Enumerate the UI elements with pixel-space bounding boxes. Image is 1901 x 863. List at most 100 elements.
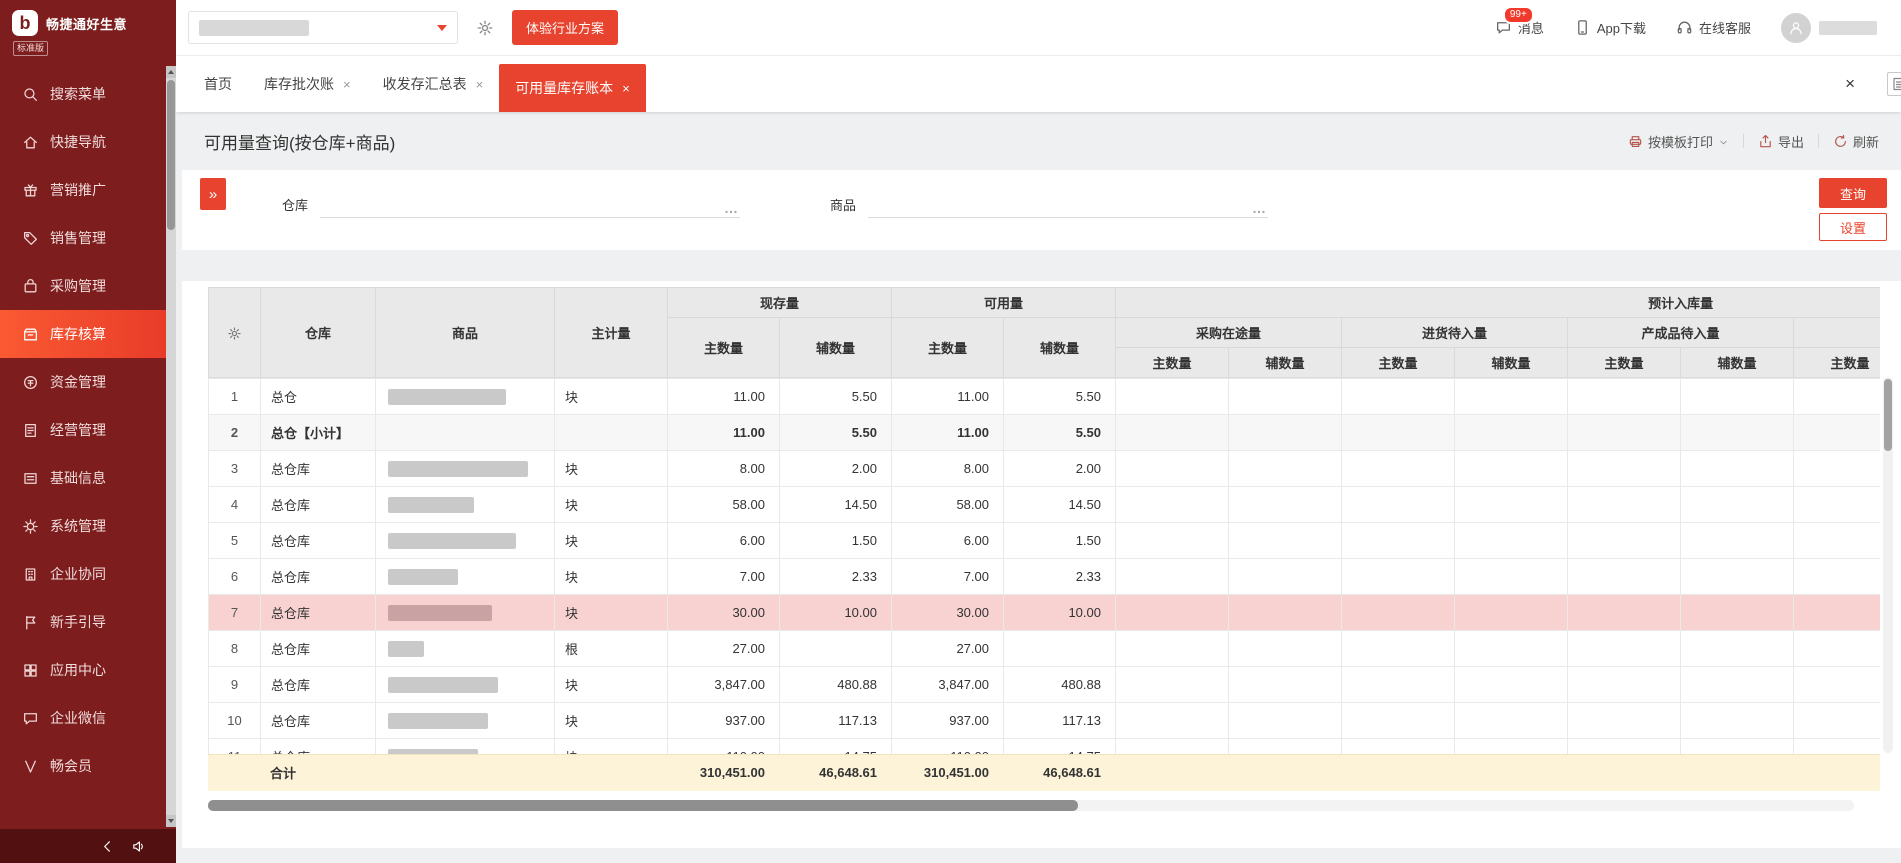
qty-cell: 8.00 [667,450,780,487]
tab-close-icon[interactable] [476,77,484,92]
qty-cell: 58.00 [667,486,780,523]
vertical-scrollbar[interactable] [1883,377,1893,753]
sidebar-scrollbar-thumb[interactable] [167,80,175,230]
table-row[interactable]: 3 总仓库块 8.00 2.00 8.00 2.00 [208,450,1880,487]
sidebar-item-org[interactable]: 企业协同 [0,550,176,598]
qty-cell: 14.50 [1003,486,1116,523]
tab[interactable]: 可用量库存账本 [499,64,646,112]
table-row[interactable]: 7 总仓库块 30.00 10.00 30.00 10.00 [208,594,1880,631]
table-row[interactable]: 1 总仓块 11.00 5.50 11.00 5.50 [208,378,1880,415]
qty-cell: 480.88 [779,666,892,703]
unit-cell: 块 [554,378,668,415]
settings-gear-icon[interactable] [476,19,494,37]
sidebar-item-chat[interactable]: 企业微信 [0,694,176,742]
unit-cell: 块 [554,594,668,631]
qty-cell: 27.00 [891,630,1004,667]
sidebar-item-apps[interactable]: 应用中心 [0,646,176,694]
scroll-up-icon[interactable] [166,66,176,78]
empty-cell [1341,414,1455,451]
unit-cell: 块 [554,558,668,595]
sidebar-item-list[interactable]: 基础信息 [0,454,176,502]
col-main-qty: 主数量 [1567,347,1682,378]
availability-table: 仓库 商品 主计量 现存量 可用量 预计入库量 主数量 辅数量 主数量 辅数量 … [208,287,1880,791]
bag-icon [22,278,39,295]
online-support-item[interactable]: 在线客服 [1676,18,1751,37]
gear-icon [227,326,242,341]
app-download-item[interactable]: App下载 [1574,18,1646,37]
print-by-template-button[interactable]: 按模板打印 [1628,132,1729,151]
col-aux-qty: 辅数量 [1680,347,1795,378]
table-row[interactable]: 9 总仓库块 3,847.00 480.88 3,847.00 480.88 [208,666,1880,703]
sidebar-item-gift[interactable]: 营销推广 [0,166,176,214]
horizontal-scrollbar-thumb[interactable] [208,800,1078,811]
expand-panel-button[interactable] [200,178,226,210]
tab-close-icon[interactable] [622,81,630,96]
table-row[interactable]: 5 总仓库块 6.00 1.50 6.00 1.50 [208,522,1880,559]
tab[interactable]: 首页 [188,56,248,112]
empty-cell [1680,450,1794,487]
total-label: 合计 [260,754,375,791]
qty-cell: 3,847.00 [891,666,1004,703]
tab[interactable]: 收发存汇总表 [367,56,500,112]
goods-filter-input[interactable] [868,194,1269,218]
export-button[interactable]: 导出 [1758,132,1804,151]
sidebar-item-bag[interactable]: 采购管理 [0,262,176,310]
export-icon [1758,134,1773,149]
table-row[interactable]: 2 总仓【小计】 11.00 5.50 11.00 5.50 [208,414,1880,451]
sidebar-item-sys[interactable]: 系统管理 [0,502,176,550]
warehouse-cell: 总仓库 [260,486,376,523]
messages-item[interactable]: 消息 99+ [1495,6,1544,37]
vertical-scrollbar-thumb[interactable] [1884,379,1892,451]
sidebar-item-coin[interactable]: 资金管理 [0,358,176,406]
column-config-button[interactable] [208,287,261,378]
organization-select[interactable] [188,11,458,44]
experience-solution-button[interactable]: 体验行业方案 [512,10,619,45]
col-warehouse: 仓库 [260,287,376,378]
subgroup-incoming-pending: 进货待入量 [1341,317,1569,348]
goods-picker-icon[interactable] [1252,201,1266,215]
sidebar-item-search[interactable]: 搜索菜单 [0,70,176,118]
query-button[interactable]: 查询 [1819,178,1887,208]
sidebar-item-member[interactable]: 畅会员 [0,742,176,790]
close-all-tabs-icon[interactable] [1845,74,1855,94]
refresh-button[interactable]: 刷新 [1833,132,1879,151]
qty-cell: 5.50 [779,378,892,415]
speaker-icon[interactable] [131,839,146,854]
scroll-down-icon[interactable] [166,815,176,827]
edition-badge: 标准版 [13,41,49,56]
col-goods: 商品 [375,287,555,378]
sidebar-scrollbar[interactable] [166,66,176,827]
qty-cell: 11.00 [667,414,780,451]
horizontal-scrollbar[interactable] [208,800,1854,811]
warehouse-picker-icon[interactable] [724,201,738,215]
redacted-goods-name [388,532,516,549]
empty-cell [1567,666,1681,703]
sidebar-item-box[interactable]: 库存核算 [0,310,176,358]
empty-cell [1793,558,1880,595]
sidebar-item-tag[interactable]: 销售管理 [0,214,176,262]
unit-cell: 根 [554,630,668,667]
total-stock-main: 310,451.00 [667,754,779,791]
empty-cell [1680,666,1794,703]
table-row[interactable]: 4 总仓库块 58.00 14.50 58.00 14.50 [208,486,1880,523]
tab[interactable]: 库存批次账 [248,56,367,112]
redacted-goods-name [388,640,424,657]
avatar[interactable] [1781,12,1811,43]
empty-cell [1793,630,1880,667]
empty-cell [1567,558,1681,595]
table-row[interactable]: 8 总仓库根 27.00 27.00 [208,630,1880,667]
collapse-sidebar-icon[interactable] [100,839,115,854]
qty-cell: 6.00 [667,522,780,559]
warehouse-filter-input[interactable] [320,194,741,218]
table-header: 仓库 商品 主计量 现存量 可用量 预计入库量 主数量 辅数量 主数量 辅数量 … [208,287,1880,378]
sidebar-item-home[interactable]: 快捷导航 [0,118,176,166]
tab-list-icon[interactable] [1887,72,1901,96]
sidebar-item-doc[interactable]: 经营管理 [0,406,176,454]
tab-close-icon[interactable] [343,77,351,92]
settings-button[interactable]: 设置 [1819,213,1887,241]
sidebar-item-guide[interactable]: 新手引导 [0,598,176,646]
table-row[interactable]: 10 总仓库块 937.00 117.13 937.00 117.13 [208,702,1880,739]
table-row[interactable]: 6 总仓库块 7.00 2.33 7.00 2.33 [208,558,1880,595]
sidebar-footer [0,829,176,863]
